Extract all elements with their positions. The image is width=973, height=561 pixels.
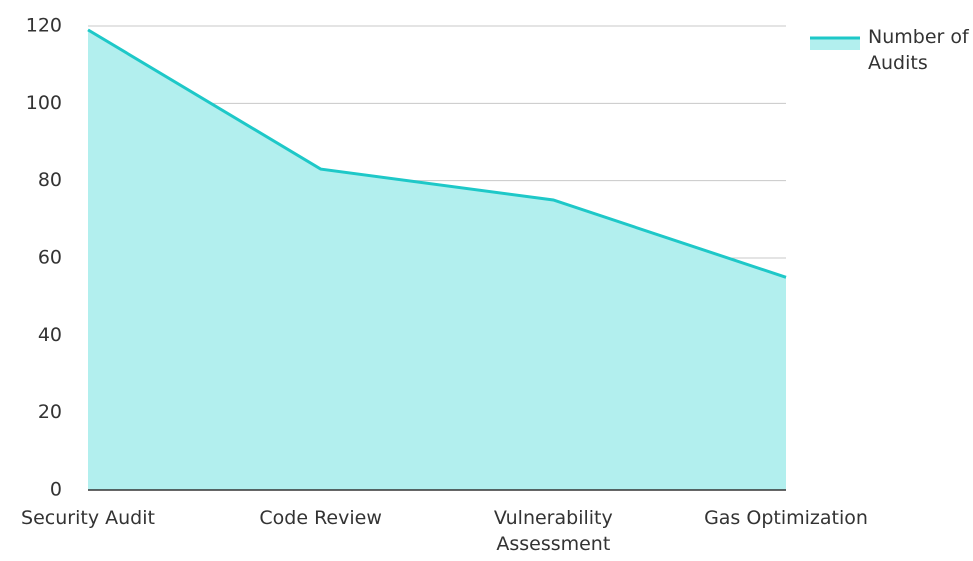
legend-label-box: Number of Audits xyxy=(868,26,969,74)
x-tick-label-box: Gas Optimization xyxy=(704,507,868,529)
y-tick-label: 20 xyxy=(38,401,62,423)
y-tick-label: 0 xyxy=(50,479,62,501)
y-tick-label: 100 xyxy=(26,92,62,114)
x-tick-label-box: Security Audit xyxy=(21,507,155,529)
x-tick-label: Gas Optimization xyxy=(704,507,868,529)
line xyxy=(87,28,787,279)
x-tick-label: Vulnerability Assessment xyxy=(493,507,613,555)
y-tick-label: 80 xyxy=(38,169,62,191)
y-tick-label: 40 xyxy=(38,324,62,346)
x-tick-label: Code Review xyxy=(259,507,382,529)
y-tick-label: 120 xyxy=(26,15,62,37)
y-tick-label: 60 xyxy=(38,247,62,269)
x-tick-label: Security Audit xyxy=(21,507,155,529)
x-tick-label-box: Code Review xyxy=(259,507,382,529)
area xyxy=(88,29,786,490)
legend-swatch xyxy=(810,38,860,50)
legend-label: Number of Audits xyxy=(868,26,969,74)
x-tick-label-box: Vulnerability Assessment xyxy=(493,507,613,555)
